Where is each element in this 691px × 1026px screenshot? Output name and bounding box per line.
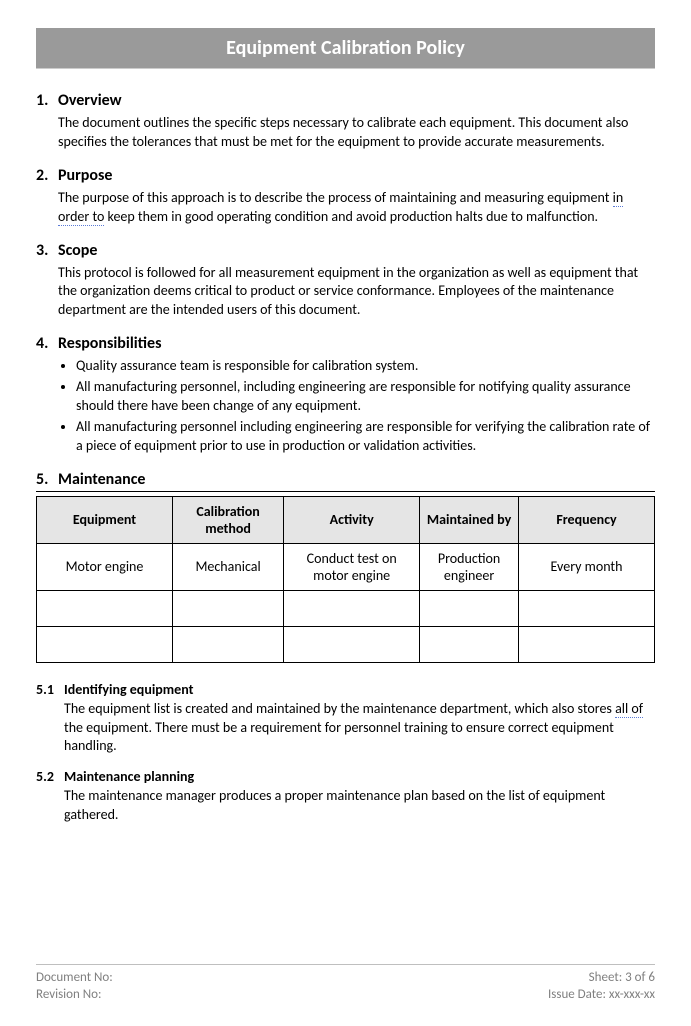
table-header: Frequency (519, 496, 655, 543)
section-title: Overview (58, 91, 122, 110)
table-header: Activity (284, 496, 420, 543)
revision-number: Revision No: (36, 986, 113, 1004)
table-cell: Conduct test on motor engine (284, 543, 420, 590)
subsection-planning: 5.2 Maintenance planning The maintenance… (36, 768, 655, 825)
page-footer: Document No: Revision No: Sheet: 3 of 6 … (36, 964, 655, 1004)
section-purpose: 2. Purpose The purpose of this approach … (36, 166, 655, 227)
table-row (37, 590, 655, 626)
bullet-item: All manufacturing personnel including en… (76, 418, 655, 456)
section-responsibilities: 4. Responsibilities Quality assurance te… (36, 334, 655, 455)
table-cell: Mechanical (172, 543, 283, 590)
subsection-number: 5.2 (36, 768, 64, 785)
table-header: Calibration method (172, 496, 283, 543)
table-row (37, 626, 655, 662)
document-title-bar: Equipment Calibration Policy (36, 28, 655, 69)
section-title: Responsibilities (58, 334, 161, 353)
sheet-number: Sheet: 3 of 6 (548, 969, 655, 987)
section-number: 3. (36, 241, 58, 260)
subsection-body: The equipment list is created and mainta… (36, 700, 655, 757)
table-header: Equipment (37, 496, 173, 543)
section-number: 5. (36, 470, 58, 489)
bullet-item: Quality assurance team is responsible fo… (76, 357, 655, 376)
section-number: 1. (36, 91, 58, 110)
section-number: 4. (36, 334, 58, 353)
table-row: Motor engine Mechanical Conduct test on … (37, 543, 655, 590)
maintenance-table: Equipment Calibration method Activity Ma… (36, 496, 655, 663)
section-body: This protocol is followed for all measur… (36, 264, 655, 321)
subsection-body: The maintenance manager produces a prope… (36, 787, 655, 825)
subsection-title: Identifying equipment (64, 681, 193, 698)
grammar-underline: all of (615, 700, 643, 718)
subsection-identifying: 5.1 Identifying equipment The equipment … (36, 681, 655, 757)
section-title: Purpose (58, 166, 112, 185)
section-title: Scope (58, 241, 97, 260)
section-body: The document outlines the specific steps… (36, 114, 655, 152)
table-cell: Every month (519, 543, 655, 590)
table-cell: Production engineer (420, 543, 519, 590)
footer-left: Document No: Revision No: (36, 969, 113, 1004)
subsection-title: Maintenance planning (64, 768, 194, 785)
issue-date: Issue Date: xx-xxx-xx (548, 986, 655, 1004)
section-body: The purpose of this approach is to descr… (36, 189, 655, 227)
table-header-row: Equipment Calibration method Activity Ma… (37, 496, 655, 543)
section-scope: 3. Scope This protocol is followed for a… (36, 241, 655, 321)
bullet-item: All manufacturing personnel, including e… (76, 378, 655, 416)
section-title: Maintenance (58, 470, 145, 489)
subsection-number: 5.1 (36, 681, 64, 698)
section-number: 2. (36, 166, 58, 185)
table-header: Maintained by (420, 496, 519, 543)
section-maintenance: 5. Maintenance Equipment Calibration met… (36, 470, 655, 663)
footer-right: Sheet: 3 of 6 Issue Date: xx-xxx-xx (548, 969, 655, 1004)
table-cell: Motor engine (37, 543, 173, 590)
section-overview: 1. Overview The document outlines the sp… (36, 91, 655, 152)
document-number: Document No: (36, 969, 113, 987)
